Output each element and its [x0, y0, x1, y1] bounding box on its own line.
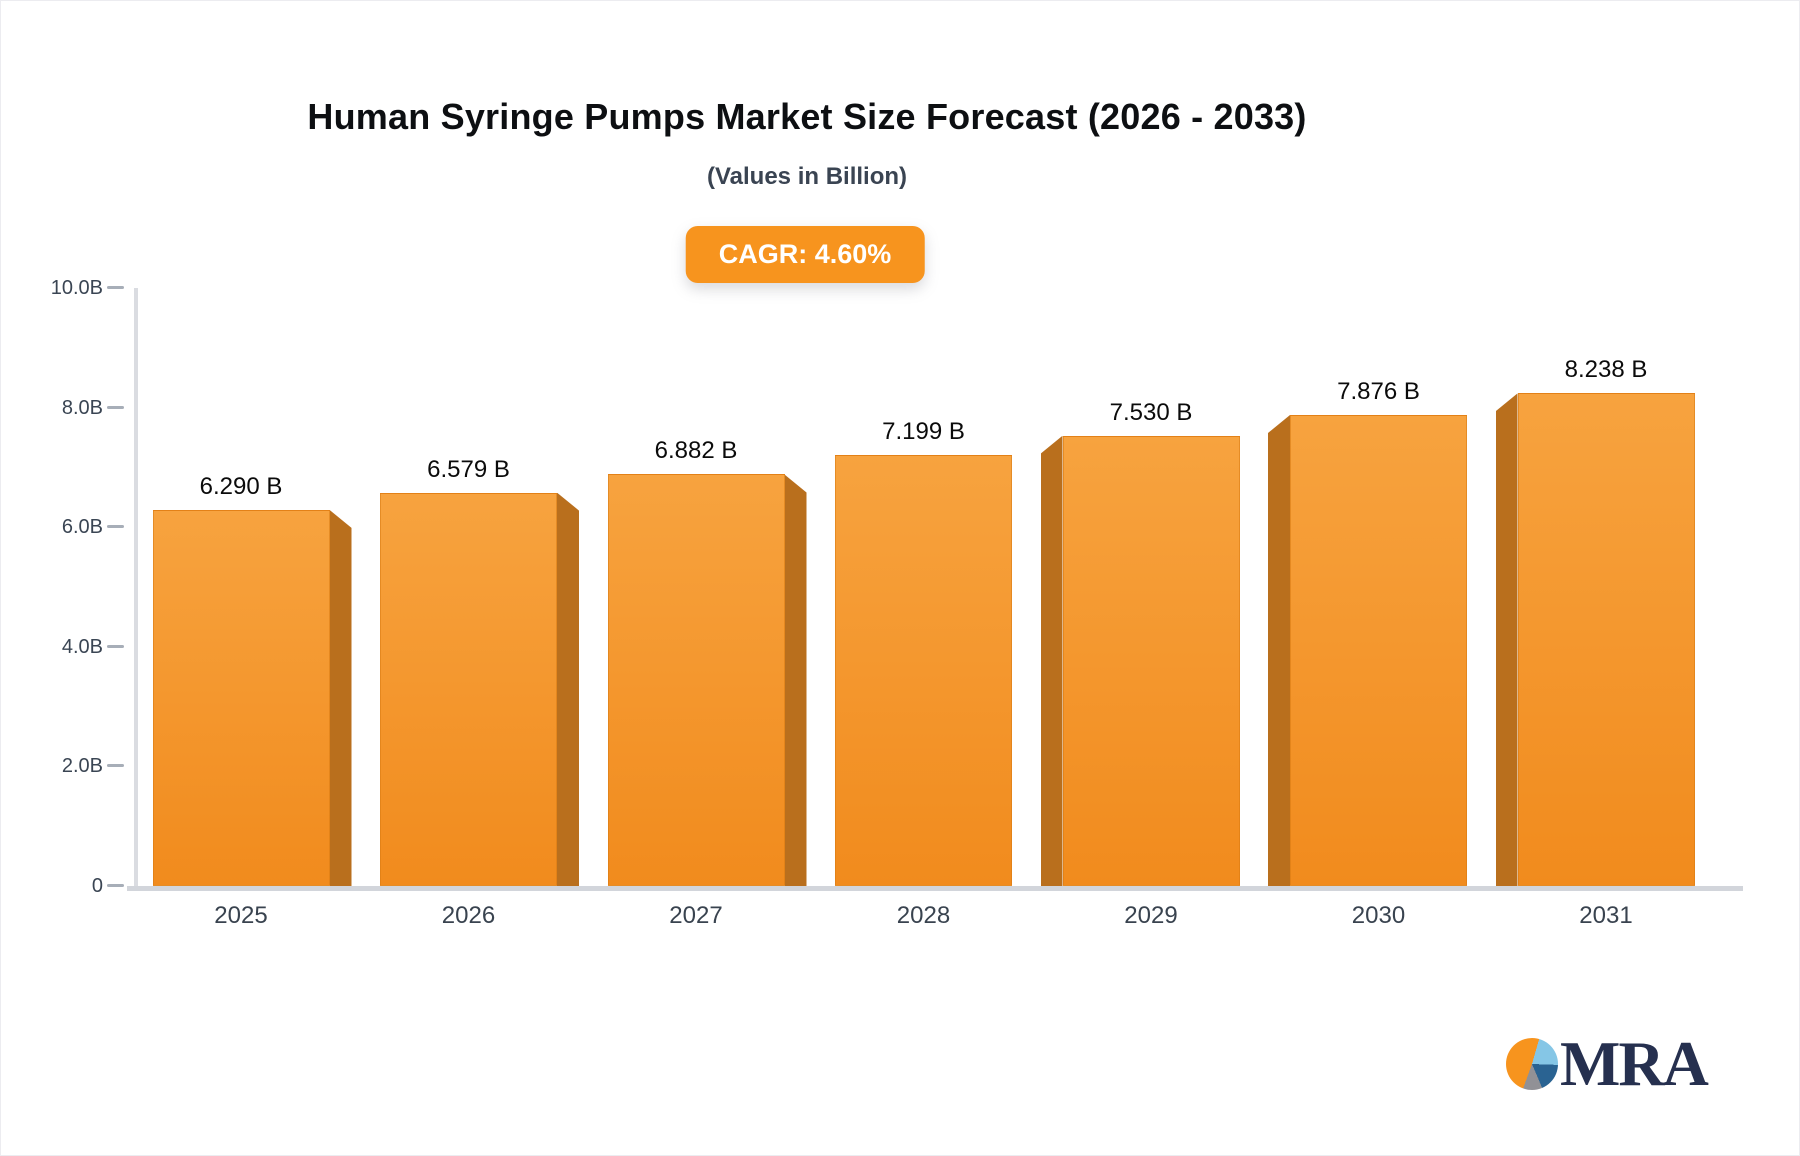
bar-value-label: 7.876 B: [1337, 378, 1420, 405]
x-axis-label-2025: 2025: [214, 902, 268, 929]
bar-face-2027: [607, 474, 785, 886]
bar-value-label: 8.238 B: [1564, 356, 1648, 384]
mra-logo: MRA: [1506, 1028, 1709, 1099]
bar-value-label: 7.199 B: [882, 418, 965, 446]
y-tick-label: 4.0B: [61, 635, 103, 658]
x-axis-label-2027: 2027: [669, 902, 723, 929]
y-tick-label: 0: [91, 875, 103, 897]
x-axis-label-2028: 2028: [896, 902, 951, 929]
y-axis-line: [134, 288, 138, 886]
bar-side-3d-2030: [1268, 415, 1290, 886]
bar-value-label: 7.530 B: [1109, 398, 1193, 426]
bar-side-3d-2025: [329, 509, 352, 886]
bar-value-label: 6.579 B: [427, 455, 510, 483]
bar-side-3d-2031: [1495, 393, 1518, 886]
x-axis-label-2026: 2026: [441, 902, 496, 929]
y-tick-mark: [107, 764, 124, 768]
chart-title: Human Syringe Pumps Market Size Forecast…: [307, 96, 1307, 137]
bar-face-2026: [380, 492, 557, 886]
y-tick-label: 10.0B: [50, 277, 103, 299]
bar-face-2028: [835, 455, 1012, 886]
bar-side-3d-2027: [784, 474, 807, 886]
y-tick-mark: [107, 525, 124, 529]
chart-subtitle: (Values in Billion): [706, 163, 908, 190]
bar-value-label: 6.290 B: [199, 472, 283, 500]
y-tick-label: 8.0B: [61, 396, 103, 419]
pie-chart-logo-icon: [1506, 1038, 1558, 1090]
y-tick-mark: [107, 644, 124, 648]
x-axis-label-2031: 2031: [1579, 902, 1633, 929]
x-axis-label-2030: 2030: [1351, 902, 1406, 929]
bar-face-2030: [1290, 415, 1467, 886]
bar-face-2029: [1062, 435, 1240, 886]
x-axis-label-2029: 2029: [1124, 902, 1178, 929]
y-tick-mark: [107, 286, 124, 289]
bar-face-2025: [152, 509, 330, 886]
bar-face-2031: [1517, 393, 1695, 886]
x-axis-line: [127, 886, 1743, 891]
bar-side-3d-2026: [557, 492, 579, 886]
y-tick-mark: [107, 405, 124, 409]
y-tick-label: 2.0B: [61, 755, 103, 778]
logo-text: MRA: [1560, 1028, 1709, 1099]
y-tick-label: 6.0B: [61, 516, 103, 539]
cagr-badge: CAGR: 4.60%: [685, 226, 925, 283]
y-tick-mark: [107, 884, 124, 887]
bar-value-label: 6.882 B: [654, 437, 738, 465]
bar-side-3d-2029: [1040, 435, 1063, 886]
